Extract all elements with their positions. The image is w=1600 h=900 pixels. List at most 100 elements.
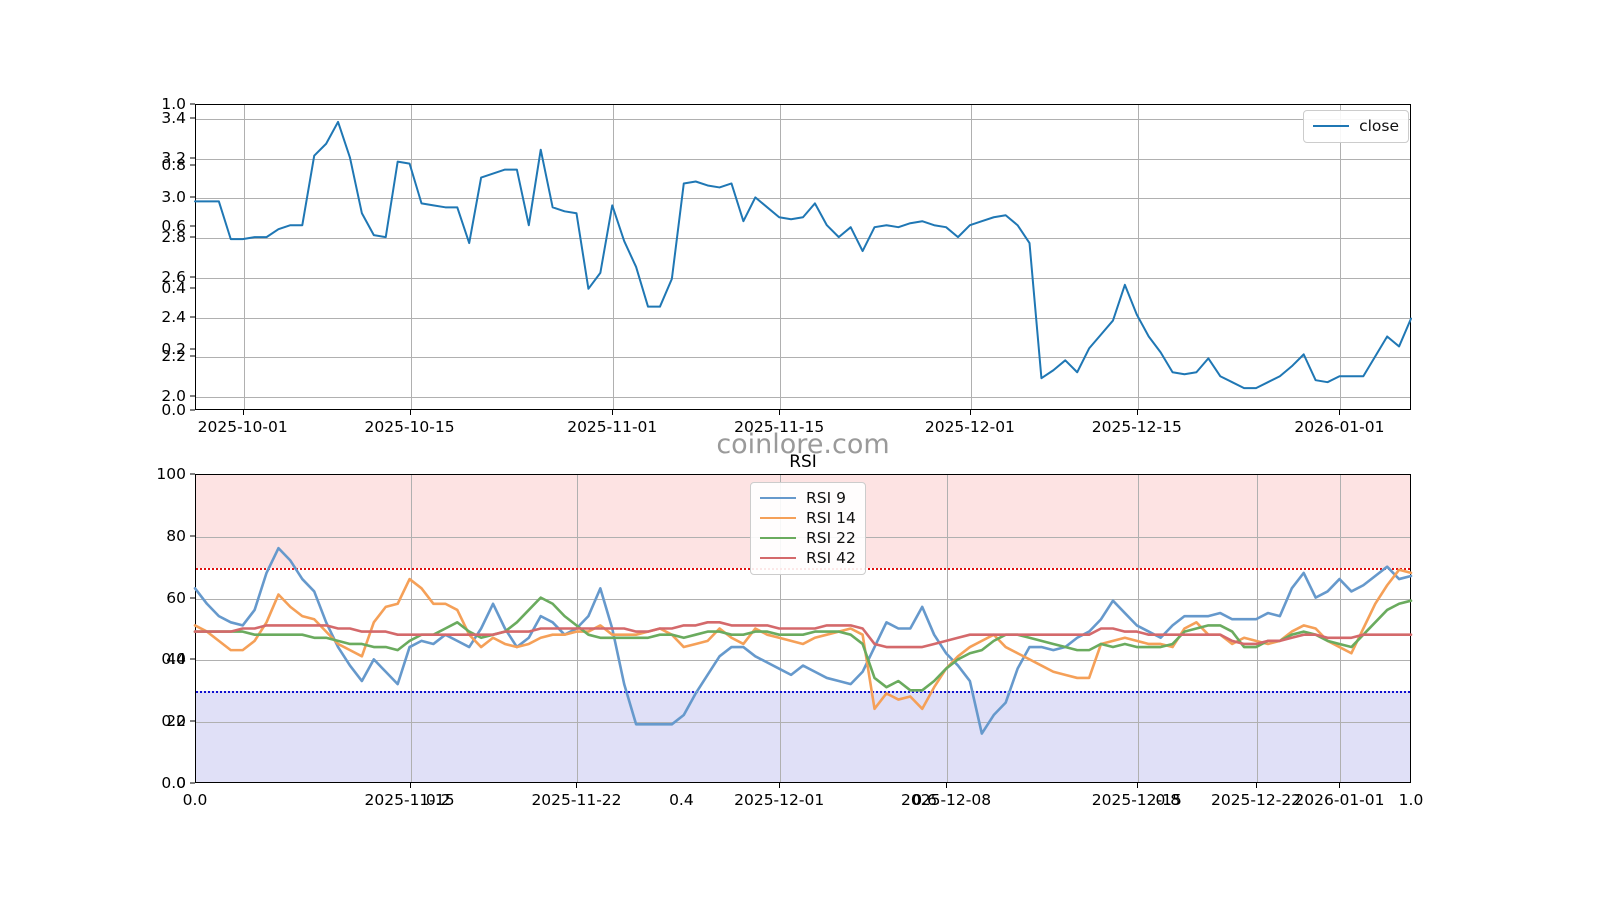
x-tick-mark	[242, 410, 244, 415]
grid-line-horizontal	[196, 278, 1410, 279]
close-line-swatch	[1313, 125, 1350, 127]
legend-item-rsi-42[interactable]: RSI 42	[760, 548, 856, 568]
legend-label-rsi-22: RSI 22	[806, 529, 856, 547]
shaded-zone-oversold-zone	[196, 691, 1410, 782]
y-tick-label-secondary: 1.0	[161, 95, 186, 113]
y-tick-mark	[190, 316, 195, 318]
y-tick-label: 100	[156, 465, 186, 483]
y-tick-mark-secondary	[190, 103, 195, 105]
y-tick-label: 2.4	[161, 307, 186, 326]
y-tick-label-secondary: 0.0	[161, 774, 186, 792]
y-tick-mark-secondary	[190, 225, 195, 227]
rsi22-line-swatch	[760, 537, 796, 539]
y-tick-mark-secondary	[190, 409, 195, 411]
y-tick-label: 3.2	[161, 148, 186, 167]
y-tick-mark	[190, 236, 195, 238]
x-tick-label-secondary: 0.0	[182, 791, 208, 809]
x-tick-mark	[969, 410, 971, 415]
threshold-line-oversold	[196, 691, 1410, 694]
y-tick-label-secondary: 0.4	[161, 650, 186, 669]
grid-line-vertical	[947, 475, 948, 782]
x-tick-mark	[1339, 410, 1341, 415]
x-tick-mark	[946, 783, 948, 788]
y-tick-label-secondary: 0.8	[161, 156, 186, 175]
y-tick-label-secondary: 0.2	[161, 339, 186, 358]
x-tick-mark	[1136, 783, 1138, 788]
y-tick-mark	[190, 355, 195, 357]
grid-line-vertical	[1257, 475, 1258, 782]
grid-line-vertical	[411, 105, 412, 409]
rsi42-line-swatch	[760, 557, 796, 559]
price-plot-area	[195, 104, 1411, 410]
legend-label-close: close	[1359, 117, 1399, 135]
legend-label-rsi-9: RSI 9	[806, 489, 846, 507]
x-tick-label: 2026-01-01	[1294, 791, 1385, 809]
price-chart-panel: close	[194, 104, 1412, 410]
legend-label-rsi-42: RSI 42	[806, 549, 856, 567]
y-tick-label: 2.2	[161, 347, 186, 366]
grid-line-horizontal	[196, 318, 1410, 319]
x-tick-label: 2025-11-15	[364, 791, 455, 809]
series-line-rsi-22	[193, 596, 1413, 692]
x-tick-label: 2025-12-08	[901, 791, 992, 809]
y-tick-mark	[190, 597, 195, 599]
grid-line-horizontal	[196, 660, 1410, 661]
price-legend: close	[1303, 110, 1409, 143]
x-tick-label: 2025-10-15	[364, 418, 455, 436]
grid-line-vertical	[613, 105, 614, 409]
x-tick-label: 2025-10-01	[197, 418, 288, 436]
x-tick-label: 2025-11-22	[531, 791, 622, 809]
x-tick-mark	[1339, 783, 1341, 788]
y-tick-mark-secondary	[190, 348, 195, 350]
y-tick-mark	[190, 395, 195, 397]
x-tick-label-secondary: 1.0	[1398, 791, 1424, 809]
y-tick-label: 80	[166, 526, 186, 545]
y-tick-mark	[190, 473, 195, 475]
legend-item-rsi-14[interactable]: RSI 14	[760, 508, 856, 528]
y-tick-label: 2.0	[161, 387, 186, 406]
x-tick-mark	[612, 410, 614, 415]
grid-line-horizontal	[196, 722, 1410, 723]
rsi9-line-swatch	[760, 497, 796, 499]
x-tick-label: 2026-01-01	[1294, 418, 1385, 436]
legend-item-rsi-22[interactable]: RSI 22	[760, 528, 856, 548]
series-line-rsi-9	[193, 546, 1413, 735]
y-tick-label: 40	[166, 650, 186, 669]
y-tick-mark-secondary	[190, 658, 195, 660]
y-tick-label: 0	[176, 774, 186, 792]
y-tick-mark-secondary	[190, 782, 195, 784]
watermark: coinlore.com	[716, 429, 890, 460]
legend-label-rsi-14: RSI 14	[806, 509, 856, 527]
y-tick-mark	[190, 157, 195, 159]
x-tick-label: 2025-12-15	[1091, 791, 1182, 809]
x-tick-label-secondary: 0.4	[669, 791, 694, 809]
grid-line-vertical	[780, 105, 781, 409]
x-tick-mark	[779, 410, 781, 415]
grid-line-vertical	[1340, 475, 1341, 782]
y-tick-label: 3.4	[161, 108, 186, 127]
y-tick-mark-secondary	[190, 720, 195, 722]
legend-item-close[interactable]: close	[1313, 116, 1399, 136]
y-tick-label: 3.0	[161, 188, 186, 207]
grid-line-horizontal	[196, 159, 1410, 160]
grid-line-vertical	[1138, 105, 1139, 409]
grid-line-vertical	[1138, 475, 1139, 782]
rsi-chart-panel: RSI 9 RSI 14 RSI 22 RSI 42	[193, 474, 1413, 783]
x-tick-label: 2025-12-01	[734, 791, 825, 809]
grid-line-vertical	[971, 105, 972, 409]
legend-item-rsi-9[interactable]: RSI 9	[760, 488, 856, 508]
x-tick-label: 2025-12-15	[1091, 418, 1182, 436]
y-tick-label: 2.8	[161, 228, 186, 247]
x-tick-mark	[779, 783, 781, 788]
x-tick-mark	[409, 783, 411, 788]
grid-line-horizontal	[196, 238, 1410, 239]
x-tick-mark	[409, 410, 411, 415]
x-tick-label-secondary: 0.2	[425, 791, 451, 809]
x-tick-mark	[1136, 410, 1138, 415]
rsi-line-series	[193, 546, 1413, 735]
grid-line-vertical	[244, 105, 245, 409]
y-tick-mark	[190, 535, 195, 537]
grid-line-horizontal	[196, 599, 1410, 600]
price-line-series	[194, 120, 1412, 390]
grid-line-horizontal	[196, 198, 1410, 199]
